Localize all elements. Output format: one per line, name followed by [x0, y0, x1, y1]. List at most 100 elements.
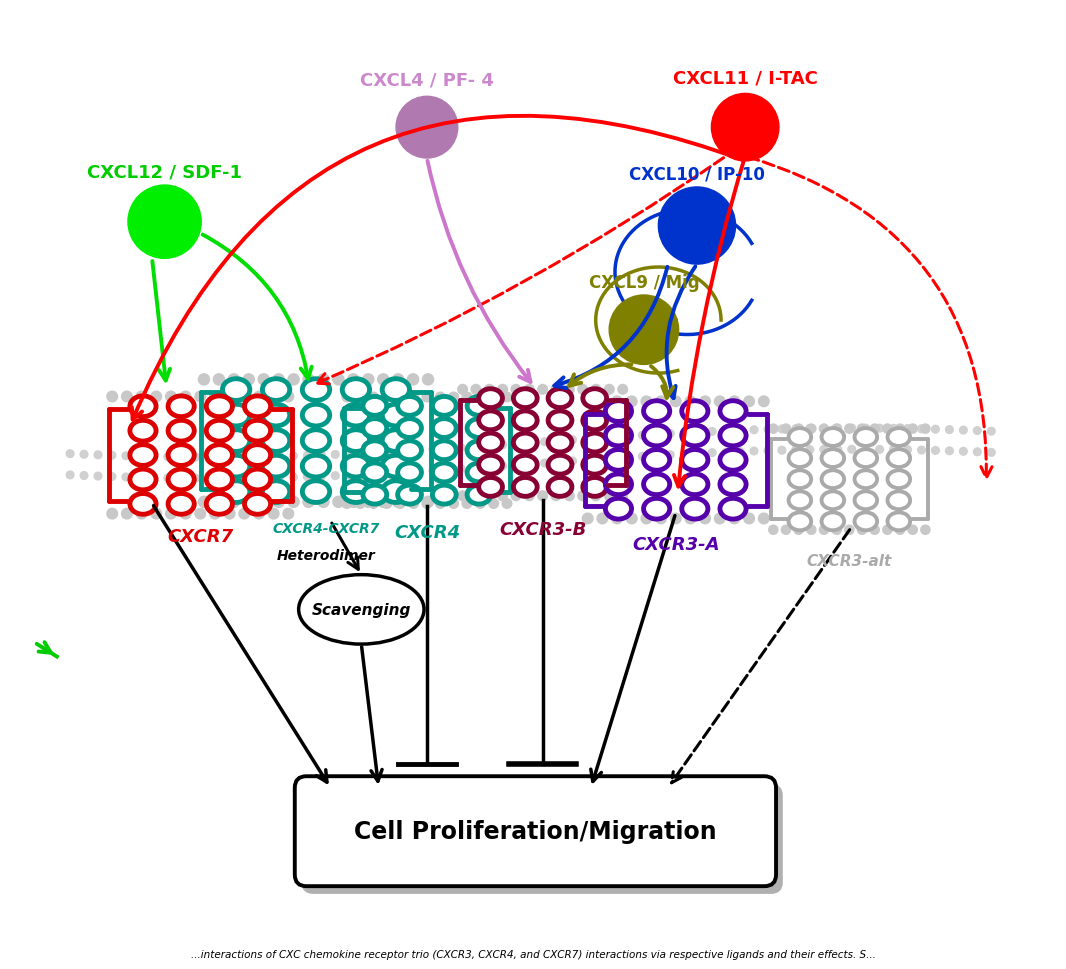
Ellipse shape: [262, 379, 290, 401]
Circle shape: [192, 453, 199, 461]
Circle shape: [959, 448, 967, 455]
Ellipse shape: [514, 455, 537, 475]
Circle shape: [744, 396, 755, 407]
Ellipse shape: [514, 412, 537, 430]
Circle shape: [377, 497, 389, 508]
Circle shape: [485, 463, 492, 471]
Circle shape: [609, 296, 679, 365]
Circle shape: [136, 474, 144, 482]
Ellipse shape: [398, 420, 421, 438]
Circle shape: [973, 449, 981, 456]
Circle shape: [66, 451, 74, 458]
Circle shape: [387, 470, 395, 478]
Ellipse shape: [479, 390, 502, 408]
Circle shape: [625, 433, 632, 441]
Circle shape: [639, 453, 646, 461]
Circle shape: [680, 429, 688, 437]
Circle shape: [604, 491, 614, 501]
Ellipse shape: [467, 441, 490, 460]
Circle shape: [282, 391, 293, 402]
Ellipse shape: [223, 379, 249, 401]
Circle shape: [612, 396, 623, 407]
Text: CXCR4-CXCR7: CXCR4-CXCR7: [272, 521, 379, 535]
Circle shape: [443, 466, 451, 474]
Circle shape: [401, 469, 409, 477]
Ellipse shape: [467, 485, 490, 505]
Ellipse shape: [298, 575, 424, 644]
Ellipse shape: [433, 441, 456, 460]
Ellipse shape: [223, 482, 249, 503]
Ellipse shape: [383, 405, 409, 426]
Ellipse shape: [789, 450, 811, 468]
Circle shape: [656, 396, 666, 407]
Circle shape: [128, 186, 201, 259]
Ellipse shape: [514, 434, 537, 453]
Circle shape: [489, 499, 499, 509]
Circle shape: [422, 392, 432, 402]
Ellipse shape: [362, 397, 387, 416]
Ellipse shape: [605, 425, 631, 447]
Circle shape: [180, 391, 191, 402]
Text: CXCR4: CXCR4: [393, 523, 459, 541]
Circle shape: [457, 444, 465, 452]
Circle shape: [908, 424, 917, 434]
Ellipse shape: [822, 428, 844, 447]
Ellipse shape: [548, 478, 571, 497]
Circle shape: [987, 428, 996, 436]
Circle shape: [382, 392, 391, 402]
Ellipse shape: [467, 463, 490, 483]
Circle shape: [408, 499, 418, 509]
Circle shape: [565, 491, 575, 501]
Circle shape: [345, 451, 353, 458]
Ellipse shape: [303, 482, 329, 503]
Ellipse shape: [605, 499, 631, 519]
Circle shape: [513, 440, 520, 448]
Ellipse shape: [548, 455, 571, 475]
Circle shape: [769, 525, 778, 535]
Circle shape: [254, 391, 264, 402]
Circle shape: [918, 425, 925, 433]
Ellipse shape: [398, 441, 421, 460]
Ellipse shape: [383, 455, 409, 478]
Circle shape: [94, 452, 102, 459]
Circle shape: [136, 391, 147, 402]
Circle shape: [407, 374, 419, 386]
Circle shape: [463, 499, 472, 509]
Circle shape: [318, 452, 325, 459]
Text: CXCL12 / SDF-1: CXCL12 / SDF-1: [87, 163, 242, 181]
Circle shape: [288, 374, 300, 386]
Ellipse shape: [720, 401, 746, 422]
Ellipse shape: [720, 499, 746, 519]
Circle shape: [80, 472, 87, 480]
Ellipse shape: [467, 397, 490, 416]
Ellipse shape: [168, 470, 194, 490]
Circle shape: [794, 424, 803, 434]
Circle shape: [794, 525, 803, 535]
Ellipse shape: [398, 463, 421, 483]
Circle shape: [778, 425, 786, 433]
Circle shape: [498, 491, 507, 501]
Ellipse shape: [479, 434, 502, 453]
Circle shape: [348, 374, 359, 386]
Circle shape: [870, 525, 879, 535]
Ellipse shape: [130, 421, 156, 442]
Ellipse shape: [398, 485, 421, 505]
Circle shape: [359, 471, 367, 479]
Circle shape: [694, 450, 702, 457]
Circle shape: [342, 392, 352, 402]
Ellipse shape: [362, 420, 387, 438]
Circle shape: [592, 385, 601, 394]
Circle shape: [694, 428, 702, 436]
Ellipse shape: [888, 513, 910, 531]
Circle shape: [107, 509, 117, 519]
Circle shape: [883, 424, 892, 434]
Ellipse shape: [822, 450, 844, 468]
Circle shape: [834, 424, 841, 432]
Ellipse shape: [789, 428, 811, 447]
Circle shape: [895, 525, 905, 535]
Ellipse shape: [223, 430, 249, 452]
Ellipse shape: [303, 405, 329, 426]
Circle shape: [618, 491, 628, 501]
Circle shape: [769, 424, 778, 434]
Circle shape: [108, 473, 116, 481]
